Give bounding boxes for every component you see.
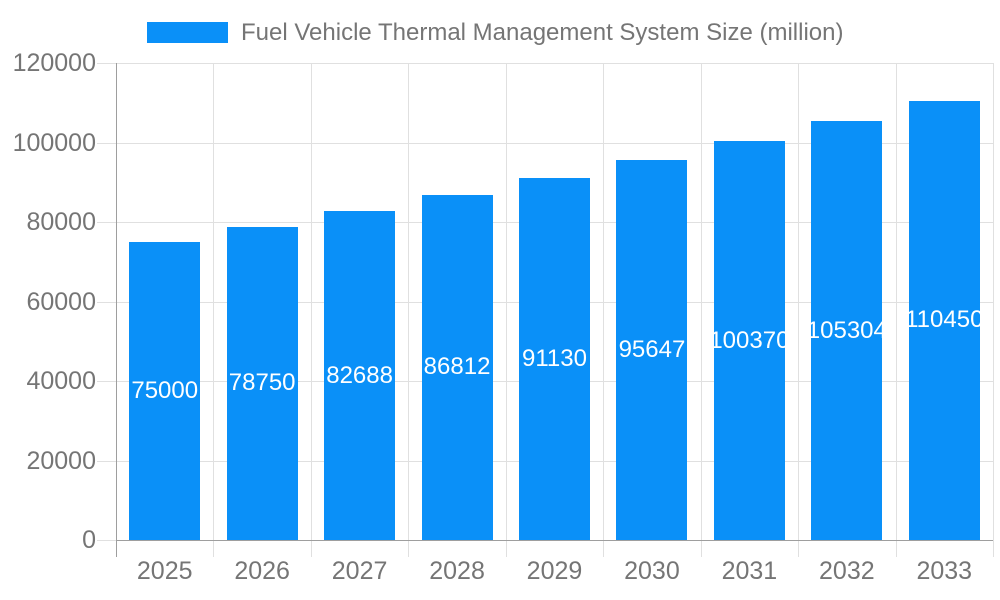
bar-value-label: 105304 (806, 316, 887, 344)
bar-value-label: 86812 (423, 353, 491, 381)
bar-value-label: 95647 (618, 335, 686, 363)
x-axis-tick-label: 2029 (526, 557, 583, 585)
bar-value-label: 91130 (522, 344, 587, 372)
legend-item[interactable]: Fuel Vehicle Thermal Management System S… (147, 19, 843, 46)
bar-value-label: 82688 (326, 361, 393, 389)
bar-value-label: 110450 (905, 306, 984, 334)
bar-2028[interactable]: 86812 (421, 194, 493, 540)
y-axis-tick-label: 120000 (12, 49, 96, 77)
x-gridline (505, 63, 507, 557)
bar-2032[interactable]: 105304 (807, 121, 887, 540)
y-axis-tick-label: 0 (82, 526, 96, 554)
bar-2026[interactable]: 78750 (226, 226, 298, 540)
x-gridline (603, 63, 605, 557)
x-gridline (213, 63, 215, 557)
y-axis-line (116, 63, 117, 557)
x-axis-tick-label: 2028 (429, 557, 485, 585)
y-gridline (97, 63, 993, 64)
x-axis-tick-label: 2031 (721, 557, 778, 585)
bar-value-label: 78750 (228, 369, 296, 397)
x-axis-tick-label: 2027 (331, 557, 388, 585)
y-gridline (97, 142, 993, 144)
bar-value-label: 100370 (709, 326, 790, 354)
legend-swatch (147, 22, 228, 43)
bar-2030[interactable]: 95647 (616, 159, 688, 540)
bar-2031[interactable]: 100370 (709, 141, 789, 540)
x-axis-tick-label: 2030 (624, 557, 680, 585)
legend-label: Fuel Vehicle Thermal Management System S… (241, 18, 844, 46)
x-gridline (895, 63, 897, 557)
bar-2029[interactable]: 91130 (519, 177, 590, 540)
bar-2025[interactable]: 75000 (129, 241, 201, 540)
x-gridline (993, 63, 994, 557)
bar-2027[interactable]: 82688 (324, 211, 396, 540)
x-gridline (798, 63, 800, 557)
x-axis-tick-label: 2026 (234, 557, 290, 585)
y-axis-tick-label: 20000 (26, 446, 96, 475)
x-axis-tick-label: 2032 (819, 557, 875, 585)
x-gridline (700, 63, 702, 557)
x-axis-line (116, 540, 993, 541)
y-axis-tick-label: 40000 (26, 367, 96, 395)
x-axis-tick-label: 2025 (136, 557, 193, 585)
x-axis-tick-label: 2033 (916, 557, 973, 585)
x-gridline (408, 63, 410, 557)
bar-value-label: 75000 (131, 376, 199, 404)
y-axis-tick-label: 80000 (26, 208, 96, 236)
y-axis-tick-label: 100000 (12, 128, 96, 157)
y-axis-tick-label: 60000 (26, 287, 96, 316)
x-gridline (310, 63, 312, 557)
bar-2033[interactable]: 110450 (905, 100, 983, 540)
